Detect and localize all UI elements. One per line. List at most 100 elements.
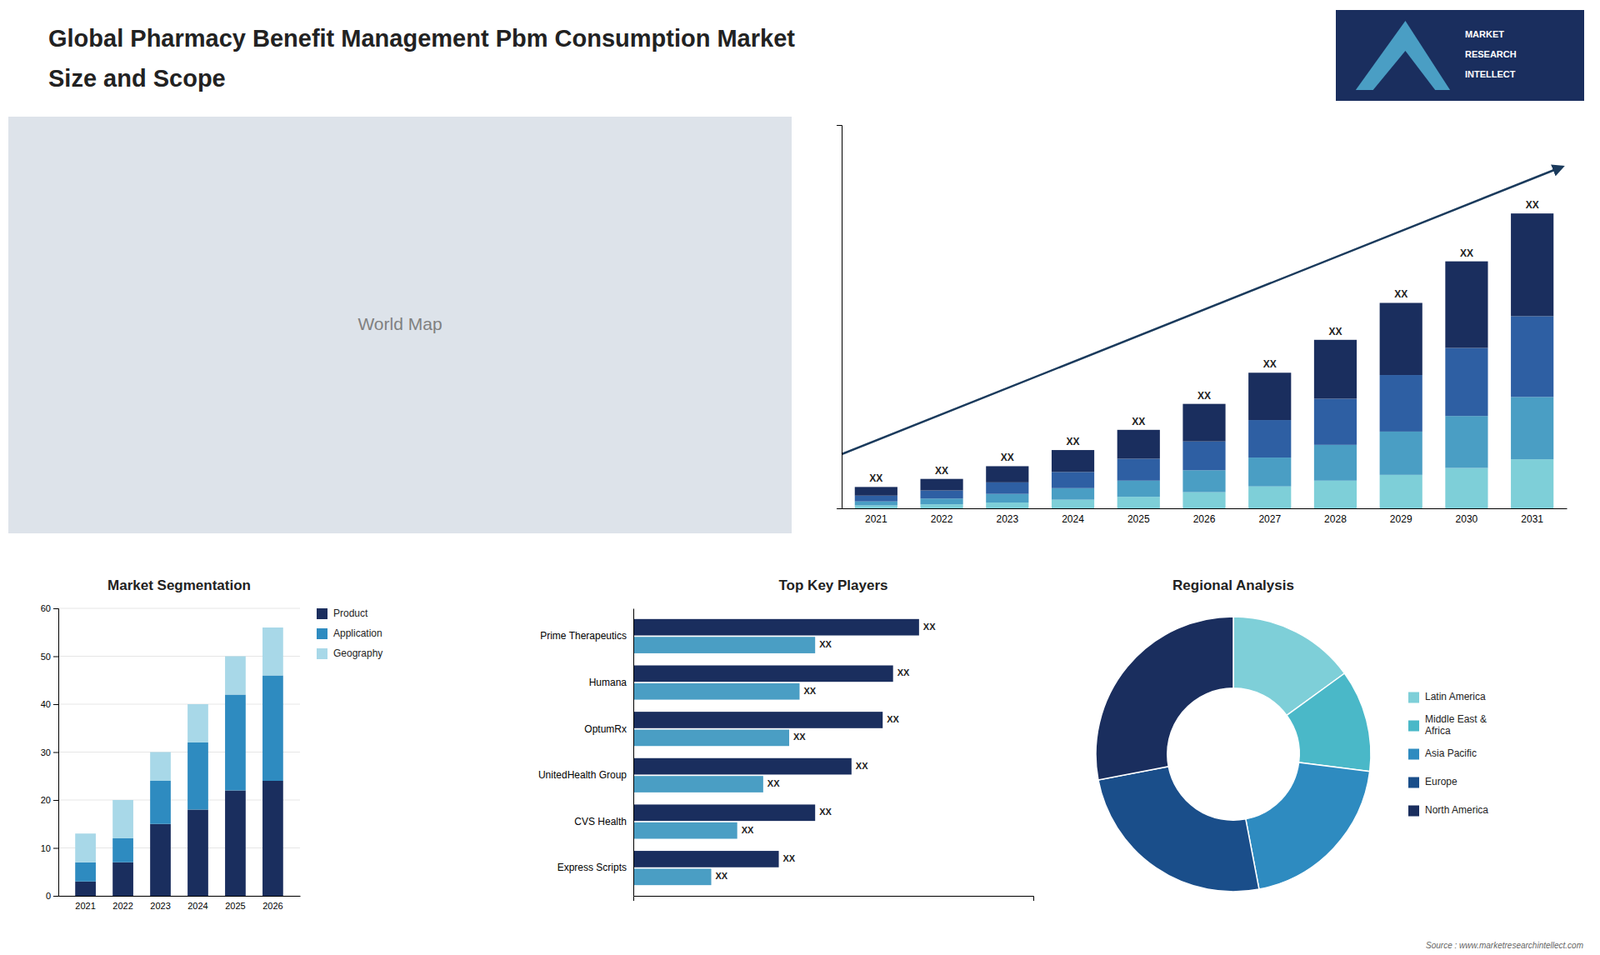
x-axis-tick-label: 2023 [150,900,170,911]
map-label: World Map [357,314,442,334]
bar [1051,471,1095,488]
x-axis-tick-label: 2027 [1258,513,1281,525]
bar-label: XX [803,685,816,696]
y-axis-tick: Express Scripts [557,861,634,874]
legend-item: North America [1408,804,1489,816]
bar [633,730,790,747]
series [633,636,815,885]
bar [985,465,1029,482]
series [75,627,284,863]
series [75,780,284,896]
legend-label: North America [1425,804,1489,816]
y-axis-tick-mark [53,656,59,658]
bar-label: XX [897,667,910,678]
y-axis-tick-mark [53,752,59,754]
donut-chart: Regional Analysis Latin America Middle Eas… [1095,577,1489,892]
y-axis-tick: 20 [40,795,59,805]
bar [920,504,963,509]
bar [1248,420,1291,458]
bar [1182,470,1225,492]
bar [1510,315,1554,397]
plot-area [855,213,1555,509]
bar [985,482,1029,495]
logo-box [1335,10,1585,101]
legend-swatch [1408,805,1420,817]
bar-label: XX [1328,325,1342,338]
x-axis: 2021202220232024202520262027202820292030… [842,508,1568,525]
x-axis-tick: 2025 [225,895,245,911]
bar [112,838,134,863]
bar [1314,480,1357,509]
bar-label: XX [855,760,869,771]
bar [1445,347,1488,416]
text-line: Europe [1425,775,1458,788]
plot-area [75,627,284,896]
legend-label: Latin America [1425,690,1486,703]
bar-label: XX [819,639,832,650]
y-axis-tick-label: Humana [589,676,628,689]
bar-labels: XXXXXXXXXXXXXXXXXXXXXX [869,199,1539,485]
bar-label: XX [1197,390,1211,402]
logo-text: INTELLECT [1465,69,1516,80]
bar-label: XX [1460,247,1474,260]
legend-swatch [316,648,328,660]
bar [920,490,963,500]
bar [225,695,246,791]
bar [855,495,898,502]
bar [633,804,815,821]
bar-label: XX [819,806,832,817]
bar [1510,396,1554,460]
players-chart: Top Key PlayersXXXXXXXXXXXXXXXXXXXXXXXXP… [538,577,1035,901]
y-axis-tick-label: Prime Therapeutics [540,630,627,642]
text-line: North America [1425,804,1489,816]
text-line: Africa [1425,725,1451,737]
y-axis: 0102030405060 [40,603,60,901]
bar [633,868,712,885]
subtitle: Size and Scope [48,65,226,92]
x-axis: 202120222023202420252026 [59,895,301,911]
chart-title: Regional Analysis [1172,577,1295,594]
bar [633,711,883,729]
x-axis-tick-label: 2025 [225,900,245,911]
bar [1051,488,1095,500]
slice [1098,766,1260,892]
chart-title: Market Segmentation [107,577,251,594]
bar [633,636,815,654]
bar [1051,450,1095,472]
legend-item: Middle East &Africa [1408,713,1487,737]
slices [1095,616,1371,892]
trend-arrow [841,166,1563,455]
y-axis-tick: 0 [45,890,59,901]
slice [1245,762,1370,890]
y-axis-tick: 40 [40,699,59,710]
bar [75,833,96,863]
y-axis [836,125,843,510]
x-axis-tick: 2023 [995,508,1019,525]
bar [150,780,171,825]
legend-label: Europe [1425,775,1458,788]
y-axis-tick-label: Express Scripts [557,861,627,874]
bar-label: XX [935,465,949,477]
bar [920,479,963,491]
x-axis-tick-label: 2026 [262,900,283,911]
source: Source : www.marketresearchintellect.com [1425,940,1584,950]
segmentation-chart: Market Segmentation202120222023202420252… [40,577,384,911]
legend: ProductApplicationGeography [316,607,383,660]
x-axis-tick-label: 2022 [112,900,133,911]
bar [920,498,963,505]
x-axis-tick: 2024 [187,895,208,911]
x-axis-tick-label: 2023 [995,513,1019,525]
y-axis-tick-label: 50 [40,651,51,662]
x-axis-tick: 2023 [150,895,170,911]
bar [187,704,209,743]
logo-shape [1373,50,1436,90]
y-axis: Prime TherapeuticsHumanaOptumRxUnitedHea… [538,609,635,897]
y-axis-tick-label: 10 [40,843,51,854]
bar [1510,213,1554,316]
bar [633,822,738,840]
legend-swatch [316,628,328,640]
y-axis-tick-label: 20 [40,795,51,805]
x-axis-tick-label: 2031 [1520,513,1544,525]
bar [225,790,246,897]
y-axis-tick: 60 [40,603,59,614]
